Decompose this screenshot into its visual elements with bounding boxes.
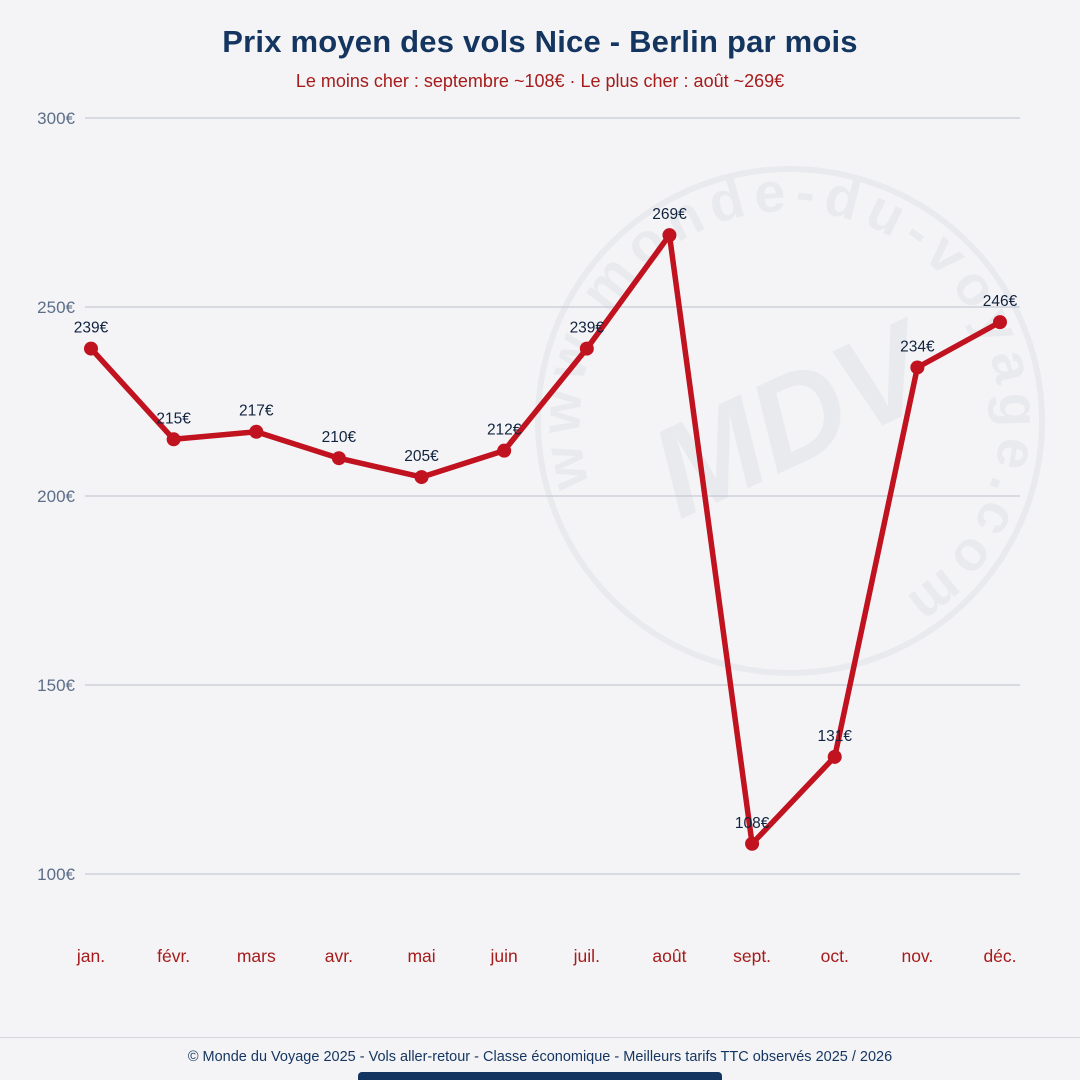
- data-point-label: 210€: [322, 429, 357, 446]
- line-chart: 100€ 150€ 200€ 250€ 300€ jan. févr. mars avr. mai…: [37, 109, 1020, 966]
- x-axis-tick-label: juil.: [573, 946, 600, 966]
- data-point: [827, 749, 842, 764]
- x-axis-tick-label: sept.: [733, 946, 771, 966]
- y-axis-tick-label: 300€: [37, 109, 75, 128]
- price-line: [88, 232, 1003, 847]
- y-axis-tick-label: 150€: [37, 676, 75, 695]
- y-axis-tick-label: 200€: [37, 487, 75, 506]
- data-point: [745, 836, 760, 851]
- watermark-outer-circle: [535, 166, 1045, 676]
- chart-title: Prix moyen des vols Nice - Berlin par mo…: [222, 24, 858, 59]
- x-axis-tick-label: juin: [490, 946, 518, 966]
- chart-area: www.monde-du-voyage.com MDV 100€ 150€ 200€…: [0, 96, 1080, 996]
- x-axis-tick-label: déc.: [983, 946, 1016, 966]
- data-point-label: 212€: [487, 422, 522, 439]
- data-point-label: 205€: [404, 448, 439, 465]
- chart-subtitle: Le moins cher : septembre ~108€ · Le plu…: [295, 71, 785, 91]
- data-point: [84, 341, 98, 356]
- data-point-label: 217€: [239, 403, 274, 420]
- data-point: [910, 360, 925, 375]
- footer: © Monde du Voyage 2025 - Vols aller-reto…: [0, 1037, 1080, 1080]
- data-point-label: 131€: [817, 728, 852, 745]
- bottom-bar: [358, 1072, 722, 1080]
- x-axis-tick-label: févr.: [157, 946, 190, 966]
- data-point-label: 246€: [983, 293, 1018, 310]
- chart-header: Prix moyen des vols Nice - Berlin par mo…: [0, 0, 1080, 92]
- y-axis-tick-label: 250€: [37, 298, 75, 317]
- footer-text: © Monde du Voyage 2025 - Vols aller-reto…: [187, 1049, 893, 1065]
- data-point-label: 108€: [735, 815, 770, 832]
- x-axis-tick-label: jan.: [76, 946, 105, 966]
- x-axis-tick-label: mai: [407, 946, 435, 966]
- data-point-label: 239€: [74, 320, 109, 337]
- data-point: [662, 228, 677, 243]
- x-axis-tick-label: avr.: [325, 946, 353, 966]
- y-axis-tick-label: 100€: [37, 865, 75, 884]
- data-point-label: 269€: [652, 206, 687, 223]
- x-axis-tick-label: oct.: [821, 946, 849, 966]
- x-axis-tick-label: mars: [237, 946, 276, 966]
- data-point: [166, 432, 181, 447]
- data-point: [414, 470, 429, 485]
- data-point-label: 239€: [570, 320, 605, 337]
- data-point: [249, 424, 264, 439]
- data-point-label: 234€: [900, 338, 935, 355]
- x-axis-tick-label: nov.: [901, 946, 933, 966]
- data-point: [579, 341, 594, 356]
- x-axis-tick-label: août: [652, 946, 686, 966]
- data-point: [993, 315, 1007, 330]
- data-point-label: 215€: [156, 410, 191, 427]
- data-point: [497, 443, 512, 458]
- data-point: [331, 451, 346, 466]
